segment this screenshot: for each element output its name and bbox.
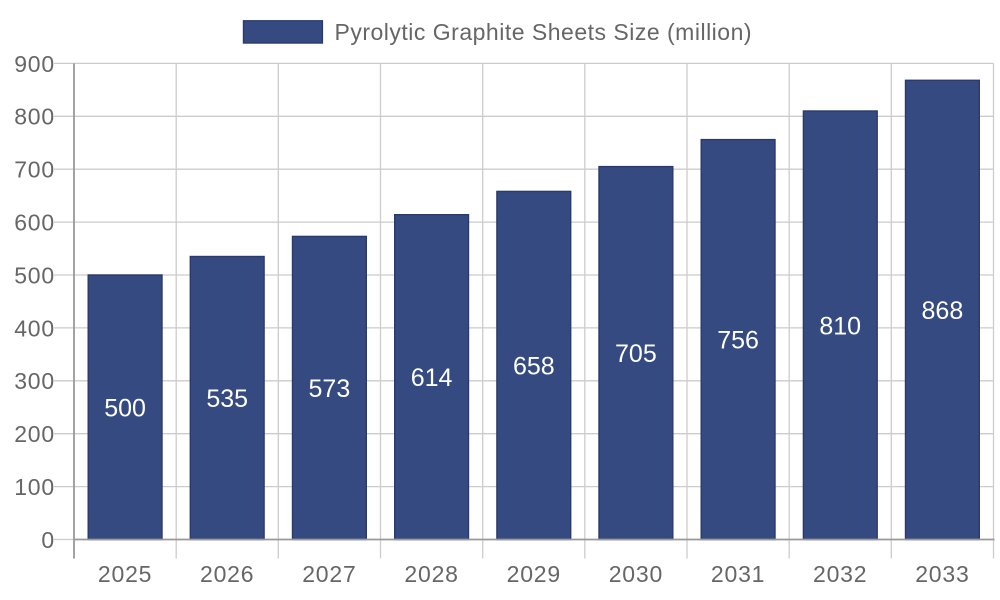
svg-text:2026: 2026 <box>200 561 254 587</box>
svg-text:200: 200 <box>14 421 55 447</box>
svg-text:756: 756 <box>717 327 759 355</box>
svg-text:800: 800 <box>14 104 55 130</box>
svg-text:400: 400 <box>14 315 55 341</box>
svg-text:573: 573 <box>309 375 351 403</box>
svg-text:Pyrolytic Graphite Sheets Size: Pyrolytic Graphite Sheets Size (million) <box>335 19 753 45</box>
svg-text:614: 614 <box>411 364 453 392</box>
svg-text:868: 868 <box>922 297 964 325</box>
svg-text:2031: 2031 <box>711 561 765 587</box>
svg-text:500: 500 <box>14 262 55 288</box>
svg-text:2030: 2030 <box>609 561 663 587</box>
svg-text:2033: 2033 <box>915 561 969 587</box>
svg-text:300: 300 <box>14 368 55 394</box>
svg-text:2027: 2027 <box>302 561 356 587</box>
svg-text:2025: 2025 <box>98 561 152 587</box>
svg-text:900: 900 <box>14 51 55 77</box>
svg-text:810: 810 <box>819 312 861 340</box>
svg-text:700: 700 <box>14 157 55 183</box>
svg-text:2032: 2032 <box>813 561 867 587</box>
svg-text:100: 100 <box>14 474 55 500</box>
svg-text:2029: 2029 <box>507 561 561 587</box>
svg-text:600: 600 <box>14 210 55 236</box>
svg-text:500: 500 <box>104 394 146 422</box>
svg-text:658: 658 <box>513 353 555 381</box>
svg-text:535: 535 <box>206 385 248 413</box>
svg-text:2028: 2028 <box>404 561 458 587</box>
svg-text:0: 0 <box>41 527 55 553</box>
svg-text:705: 705 <box>615 340 657 368</box>
